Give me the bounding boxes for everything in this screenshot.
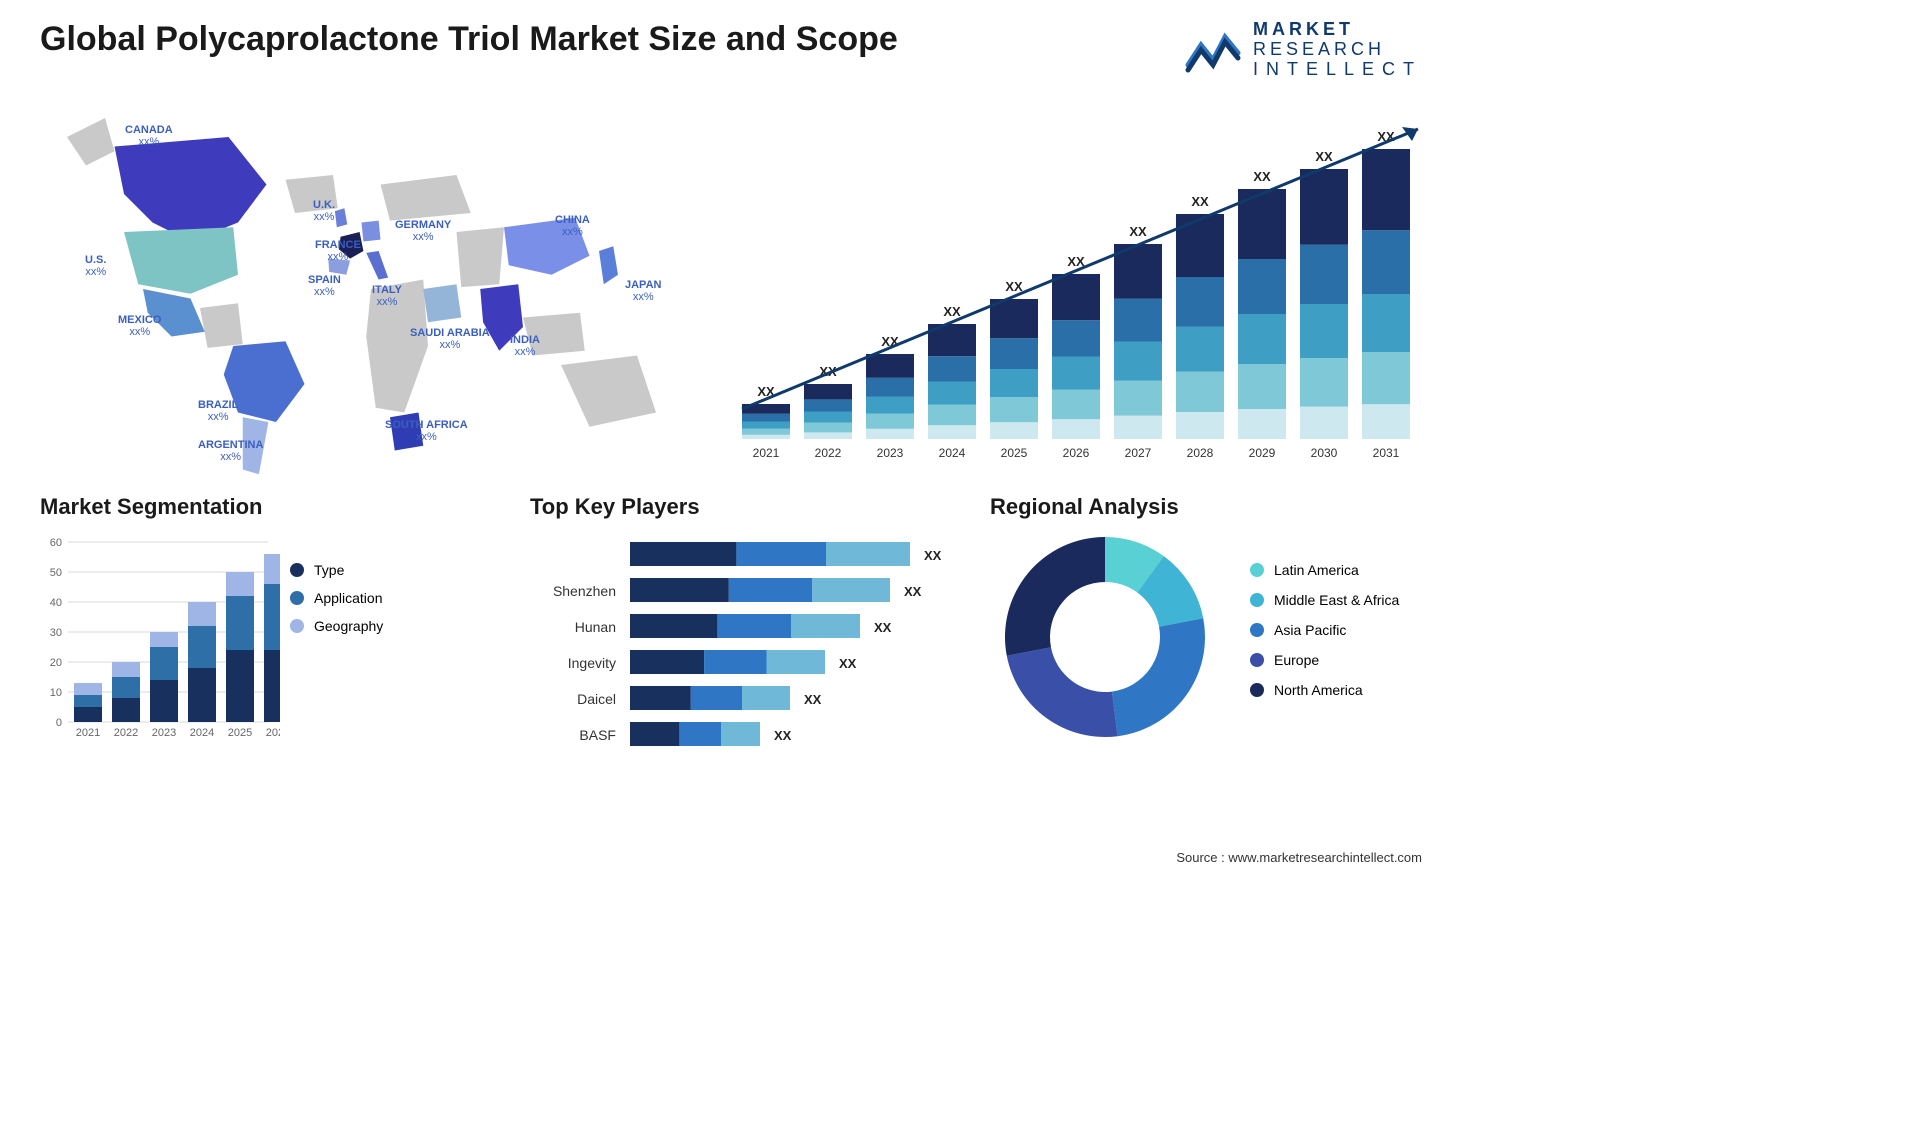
svg-text:2027: 2027 <box>1125 446 1152 460</box>
svg-text:2022: 2022 <box>114 727 138 739</box>
svg-text:XX: XX <box>1315 149 1333 164</box>
country-canada <box>115 137 267 242</box>
logo-line3: INTELLECT <box>1253 60 1422 80</box>
logo: MARKET RESEARCH INTELLECT <box>1183 20 1422 79</box>
svg-text:XX: XX <box>924 548 942 563</box>
country-italy <box>366 251 388 280</box>
svg-text:XX: XX <box>774 728 792 743</box>
logo-line1: MARKET <box>1253 20 1422 40</box>
player-basf: BASF <box>579 727 616 743</box>
svg-text:2030: 2030 <box>1311 446 1338 460</box>
map-label-spain: SPAINxx% <box>308 274 341 298</box>
map-label-uk: U.K.xx% <box>313 199 335 223</box>
svg-text:60: 60 <box>50 537 62 549</box>
svg-text:10: 10 <box>50 687 62 699</box>
map-label-argentina: ARGENTINAxx% <box>198 439 263 463</box>
seg-legend-geography: Geography <box>290 618 383 634</box>
svg-text:XX: XX <box>1253 169 1271 184</box>
segmentation-title: Market Segmentation <box>40 494 490 520</box>
segmentation-chart: 0 10 20 30 40 50 60 2021 2022 2023 2024 2025 2026 Ty… <box>40 532 490 762</box>
map-label-india: INDIAxx% <box>510 334 540 358</box>
map-label-france: FRANCExx% <box>315 239 361 263</box>
map-label-brazil: BRAZILxx% <box>198 399 238 423</box>
map-label-japan: JAPANxx% <box>625 279 661 303</box>
regional-legend-latin-america: Latin America <box>1250 562 1399 578</box>
map-label-canada: CANADAxx% <box>125 124 173 148</box>
svg-text:30: 30 <box>50 627 62 639</box>
svg-text:20: 20 <box>50 657 62 669</box>
map-label-mexico: MEXICOxx% <box>118 314 161 338</box>
svg-text:2023: 2023 <box>877 446 904 460</box>
svg-text:XX: XX <box>1191 194 1209 209</box>
regional-title: Regional Analysis <box>990 494 1422 520</box>
page-title: Global Polycaprolactone Triol Market Siz… <box>40 20 898 59</box>
regional-legend-asia-pacific: Asia Pacific <box>1250 622 1399 638</box>
svg-text:50: 50 <box>50 567 62 579</box>
map-label-italy: ITALYxx% <box>372 284 402 308</box>
map-label-us: U.S.xx% <box>85 254 106 278</box>
svg-text:XX: XX <box>874 620 892 635</box>
map-label-germany: GERMANYxx% <box>395 219 451 243</box>
svg-text:2021: 2021 <box>753 446 780 460</box>
svg-text:XX: XX <box>804 692 822 707</box>
svg-text:40: 40 <box>50 597 62 609</box>
svg-text:2028: 2028 <box>1187 446 1214 460</box>
map-label-southafrica: SOUTH AFRICAxx% <box>385 419 468 443</box>
seg-legend-application: Application <box>290 590 383 606</box>
seg-legend-type: Type <box>290 562 383 578</box>
donut-slice-asia-pacific <box>1112 619 1205 737</box>
svg-text:XX: XX <box>839 656 857 671</box>
country-germany <box>362 221 381 242</box>
svg-text:2026: 2026 <box>1063 446 1090 460</box>
svg-text:XX: XX <box>1005 279 1023 294</box>
svg-text:2029: 2029 <box>1249 446 1276 460</box>
players-chart: XX XX XX XX XX XX Shenzhen Hunan Ingevity Daicel B… <box>530 532 950 762</box>
svg-text:2024: 2024 <box>939 446 966 460</box>
svg-text:XX: XX <box>943 304 961 319</box>
source-text: Source : www.marketresearchintellect.com <box>1176 850 1422 865</box>
svg-text:2022: 2022 <box>815 446 842 460</box>
svg-text:2024: 2024 <box>190 727 214 739</box>
map-label-saudiarabia: SAUDI ARABIAxx% <box>410 327 490 351</box>
logo-icon <box>1183 25 1243 75</box>
svg-text:XX: XX <box>904 584 922 599</box>
player-hunan: Hunan <box>575 619 616 635</box>
svg-text:2025: 2025 <box>1001 446 1028 460</box>
country-usa <box>124 228 238 295</box>
regional-legend-europe: Europe <box>1250 652 1399 668</box>
country-saudi <box>423 285 461 323</box>
regional-legend-middle-east---africa: Middle East & Africa <box>1250 592 1399 608</box>
market-size-chart: XX2021XX2022XX2023XX2024XX2025XX2026XX20… <box>732 99 1422 479</box>
svg-text:2031: 2031 <box>1373 446 1400 460</box>
regional-legend-north-america: North America <box>1250 682 1399 698</box>
svg-text:2023: 2023 <box>152 727 176 739</box>
svg-text:2026: 2026 <box>266 727 280 739</box>
map-label-china: CHINAxx% <box>555 214 590 238</box>
player-shenzhen: Shenzhen <box>553 583 616 599</box>
players-title: Top Key Players <box>530 494 950 520</box>
donut-slice-north-america <box>1005 537 1105 656</box>
donut-slice-europe <box>1007 648 1118 738</box>
country-uk <box>335 209 347 228</box>
svg-text:2025: 2025 <box>228 727 252 739</box>
svg-text:XX: XX <box>1129 224 1147 239</box>
regional-donut <box>990 532 1220 742</box>
player-ingevity: Ingevity <box>568 655 616 671</box>
svg-text:2021: 2021 <box>76 727 100 739</box>
logo-line2: RESEARCH <box>1253 40 1422 60</box>
world-map: CANADAxx% U.S.xx% MEXICOxx% BRAZILxx% ARGENT… <box>40 99 702 479</box>
player-daicel: Daicel <box>577 691 616 707</box>
svg-text:0: 0 <box>56 717 62 729</box>
country-japan <box>599 247 618 285</box>
